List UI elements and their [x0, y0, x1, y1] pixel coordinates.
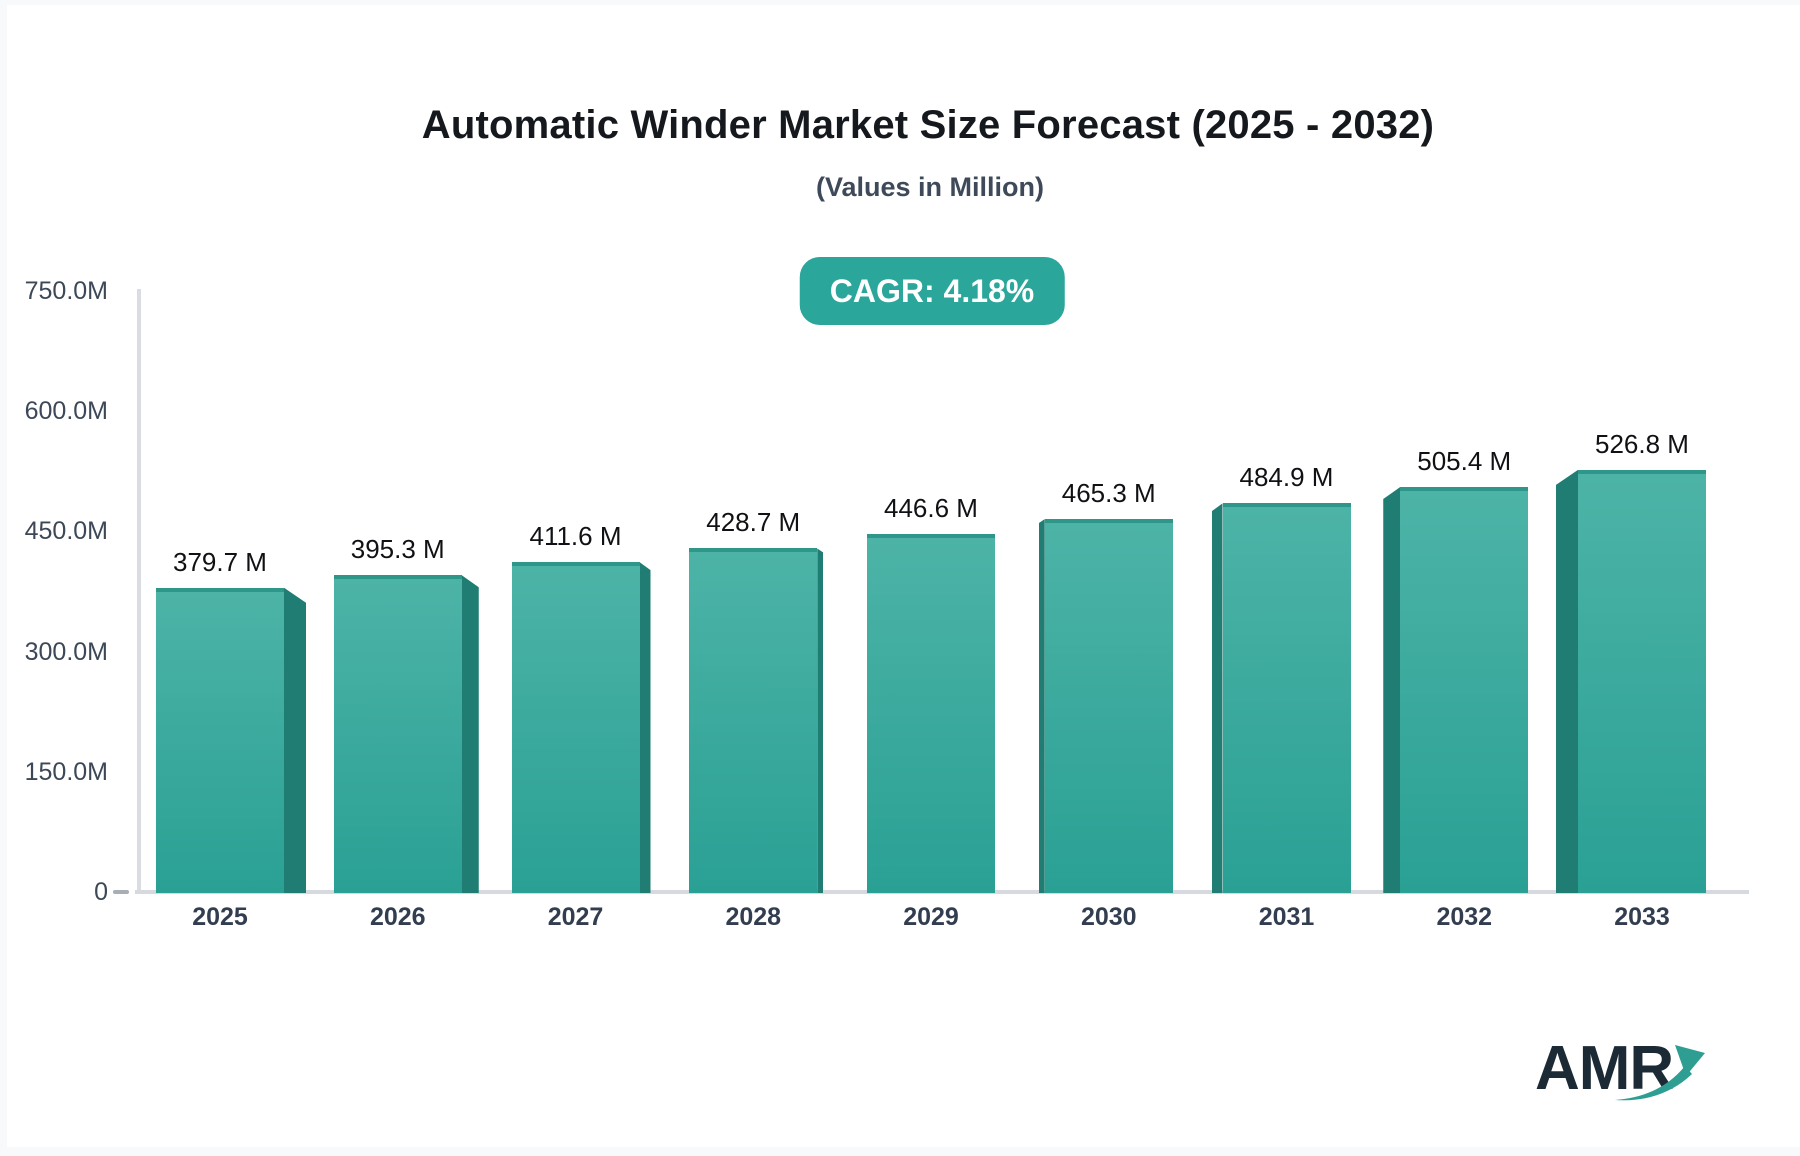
bar-value-label: 411.6 M: [529, 521, 622, 552]
bar-value-label: 526.8 M: [1595, 428, 1689, 459]
y-axis-tick-label: 0: [94, 878, 108, 906]
bar-3d-side: [1038, 519, 1045, 893]
growth-arrow-icon: [1615, 1045, 1705, 1101]
x-axis-label-2030: 2030: [1080, 903, 1137, 931]
bar-2028: [689, 548, 818, 893]
bar-3d-side: [461, 575, 479, 893]
bar-value-label: 446.6 M: [884, 493, 978, 524]
x-axis-label-2033: 2033: [1614, 903, 1670, 931]
y-axis-tick-label: 750.0M: [24, 277, 108, 305]
bar-3d-side: [1383, 487, 1401, 893]
x-axis-label-2026: 2026: [369, 903, 426, 931]
bar-3d-side: [1556, 469, 1578, 893]
chart-subtitle: (Values in Million): [815, 172, 1045, 202]
bar-3d-side: [639, 562, 651, 893]
bar-2030: [1044, 519, 1173, 893]
zero-tick-mark: [113, 890, 129, 894]
x-axis-label-2032: 2032: [1436, 903, 1493, 931]
chart-title: Automatic Winder Market Size Forecast (2…: [421, 103, 1435, 147]
bar-2026: [333, 575, 462, 893]
bar-2031: [1222, 503, 1351, 893]
x-axis-label-2031: 2031: [1258, 903, 1315, 931]
bar-2032: [1400, 487, 1529, 893]
bar-3d-side: [1211, 503, 1223, 893]
y-axis-tick-label: 600.0M: [24, 397, 108, 426]
x-axis-label-2028: 2028: [725, 903, 782, 931]
bar-value-label: 379.7 M: [173, 546, 267, 577]
bar-3d-side: [284, 587, 306, 893]
bar-2029: [867, 534, 995, 893]
y-axis-tick-label: 300.0M: [24, 637, 108, 666]
bar-value-label: 428.7 M: [706, 507, 801, 538]
bar-value-label: 395.3 M: [350, 534, 445, 565]
y-axis-line: [137, 289, 141, 892]
y-axis-tick-label: 450.0M: [24, 517, 108, 546]
bar-value-label: 465.3 M: [1061, 478, 1156, 509]
amr-logo-text: AMR: [1535, 1034, 1674, 1103]
bar-2025: [156, 587, 284, 893]
bar-value-label: 484.9 M: [1239, 462, 1334, 493]
cagr-badge: CAGR: 4.18%: [799, 257, 1065, 325]
bar-3d-side: [817, 548, 824, 893]
x-axis-label-2029: 2029: [903, 903, 959, 931]
bar-2033: [1578, 469, 1706, 893]
x-axis-label-2027: 2027: [547, 903, 604, 931]
bar-2027: [511, 562, 640, 893]
x-axis-label-2025: 2025: [192, 903, 248, 931]
chart-card: Automatic Winder Market Size Forecast (2…: [7, 5, 1800, 1147]
bar-value-label: 505.4 M: [1417, 446, 1512, 476]
y-axis-tick-label: 150.0M: [24, 757, 108, 786]
